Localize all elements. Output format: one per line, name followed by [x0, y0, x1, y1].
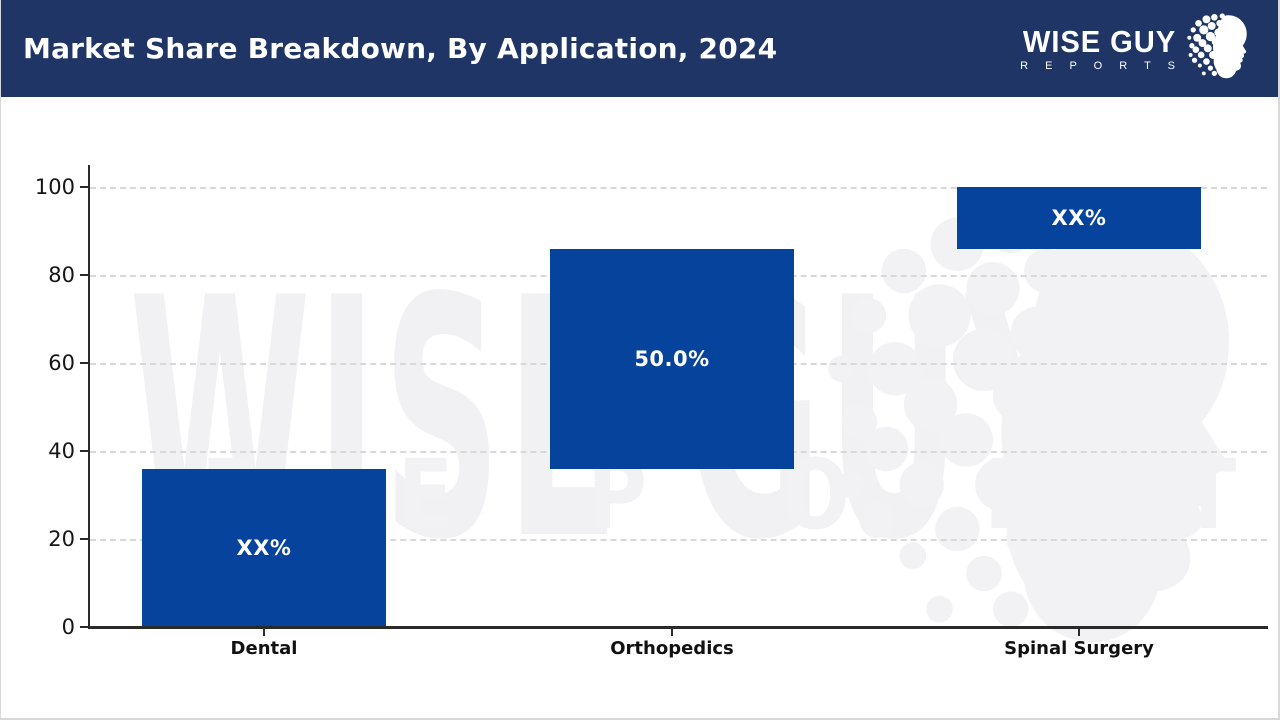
bar-value-label: 50.0% — [634, 346, 710, 371]
bar-orthopedics: 50.0% — [550, 248, 794, 469]
y-axis-line — [88, 165, 90, 629]
y-tick-mark — [80, 186, 88, 188]
x-tick-mark — [263, 629, 265, 636]
watermark-head-icon — [828, 204, 1229, 643]
y-tick-mark — [80, 626, 88, 628]
x-tick-label: Spinal Surgery — [1004, 638, 1154, 659]
y-tick-label: 60 — [48, 351, 75, 375]
x-tick-mark — [1078, 629, 1080, 636]
gridline — [90, 187, 1267, 189]
x-tick-mark — [671, 629, 673, 636]
x-tick-label: Orthopedics — [610, 638, 734, 659]
page-title: Market Share Breakdown, By Application, … — [23, 32, 778, 65]
y-tick-label: 0 — [61, 615, 75, 639]
bar-value-label: XX% — [236, 535, 292, 560]
y-tick-mark — [80, 450, 88, 452]
bar-value-label: XX% — [1051, 205, 1107, 230]
x-axis-line — [88, 626, 1268, 629]
y-tick-mark — [80, 362, 88, 364]
y-tick-label: 100 — [34, 175, 75, 199]
y-tick-label: 80 — [48, 263, 75, 287]
bar-dental: XX% — [142, 468, 386, 627]
brand-name: WISE GUY — [1022, 23, 1176, 59]
x-tick-label: Dental — [230, 638, 298, 659]
header: Market Share Breakdown, By Application, … — [1, 0, 1278, 97]
brand-logo: WISE GUY R E P O R T S — [1016, 12, 1250, 86]
chart-area: WISE GUY R E P O R T S — [1, 97, 1278, 718]
y-tick-label: 20 — [48, 527, 75, 551]
y-tick-mark — [80, 538, 88, 540]
bar-spinal-surgery: XX% — [957, 187, 1201, 249]
brand-subtitle: R E P O R T S — [1020, 59, 1182, 72]
y-tick-label: 40 — [48, 439, 75, 463]
gridline — [90, 539, 1267, 541]
y-tick-mark — [80, 274, 88, 276]
brand-head-icon — [1187, 12, 1247, 78]
